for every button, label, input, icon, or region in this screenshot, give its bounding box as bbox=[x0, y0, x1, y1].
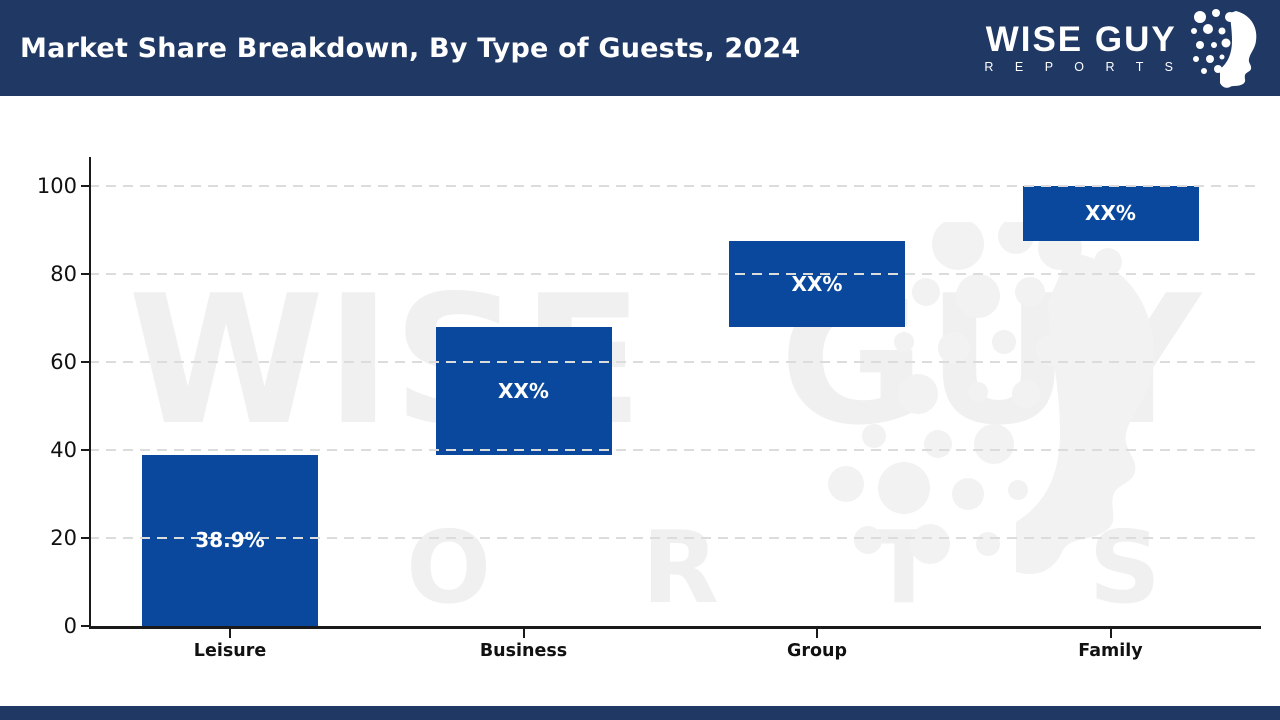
y-tick-label-60: 60 bbox=[50, 350, 77, 374]
bar-value-label-family: XX% bbox=[1085, 201, 1136, 226]
y-tick-40 bbox=[81, 449, 89, 451]
bar-value-label-business: XX% bbox=[498, 378, 549, 403]
y-tick-0 bbox=[81, 625, 89, 627]
x-tick-leisure bbox=[229, 629, 231, 638]
bar-value-label-leisure: 38.9% bbox=[195, 528, 265, 553]
y-tick-label-100: 100 bbox=[36, 174, 77, 198]
x-tick-group bbox=[816, 629, 818, 638]
head-profile-watermark-icon bbox=[828, 222, 1154, 574]
brand-logo: WISE GUY R E P O R T S bbox=[980, 5, 1264, 91]
gridline-y-40 bbox=[89, 449, 1261, 451]
y-tick-label-20: 20 bbox=[50, 526, 77, 550]
brand-logo-subtitle: R E P O R T S bbox=[984, 60, 1182, 74]
gridline-y-20 bbox=[89, 537, 1261, 539]
bar-value-label-group: XX% bbox=[791, 271, 843, 296]
y-axis-spine bbox=[89, 157, 91, 629]
brand-logo-face-icon bbox=[1191, 9, 1257, 88]
watermark-wordmark-line2: P O R T S bbox=[182, 509, 1219, 626]
y-tick-label-40: 40 bbox=[50, 438, 77, 462]
bar-family bbox=[1022, 186, 1199, 241]
brand-logo-name: WISE GUY bbox=[985, 20, 1177, 59]
x-axis-label-family: Family bbox=[1078, 641, 1143, 661]
x-tick-business bbox=[522, 629, 525, 638]
y-tick-100 bbox=[81, 185, 89, 187]
gridline-y-80 bbox=[89, 273, 1261, 275]
gridline-y-60 bbox=[89, 361, 1261, 363]
y-tick-80 bbox=[81, 273, 89, 275]
bar-leisure bbox=[142, 454, 318, 626]
report-footer-bar bbox=[0, 706, 1280, 720]
bar-business bbox=[435, 326, 612, 455]
y-tick-label-0: 0 bbox=[63, 614, 77, 638]
x-axis-label-group: Group bbox=[786, 641, 848, 661]
y-tick-20 bbox=[81, 537, 89, 539]
x-axis-label-leisure: Leisure bbox=[193, 641, 267, 661]
report-header: Market Share Breakdown, By Type of Guest… bbox=[0, 0, 1280, 96]
chart-title: Market Share Breakdown, By Type of Guest… bbox=[20, 32, 801, 64]
y-tick-60 bbox=[81, 361, 89, 363]
y-tick-label-80: 80 bbox=[50, 262, 77, 286]
x-axis-spine bbox=[89, 626, 1261, 629]
gridline-y-100 bbox=[89, 185, 1261, 187]
bar-group bbox=[729, 240, 905, 327]
x-axis-label-business: Business bbox=[479, 641, 568, 661]
x-tick-family bbox=[1109, 629, 1112, 638]
brand-logo-text: WISE GUY R E P O R T S bbox=[980, 22, 1182, 74]
